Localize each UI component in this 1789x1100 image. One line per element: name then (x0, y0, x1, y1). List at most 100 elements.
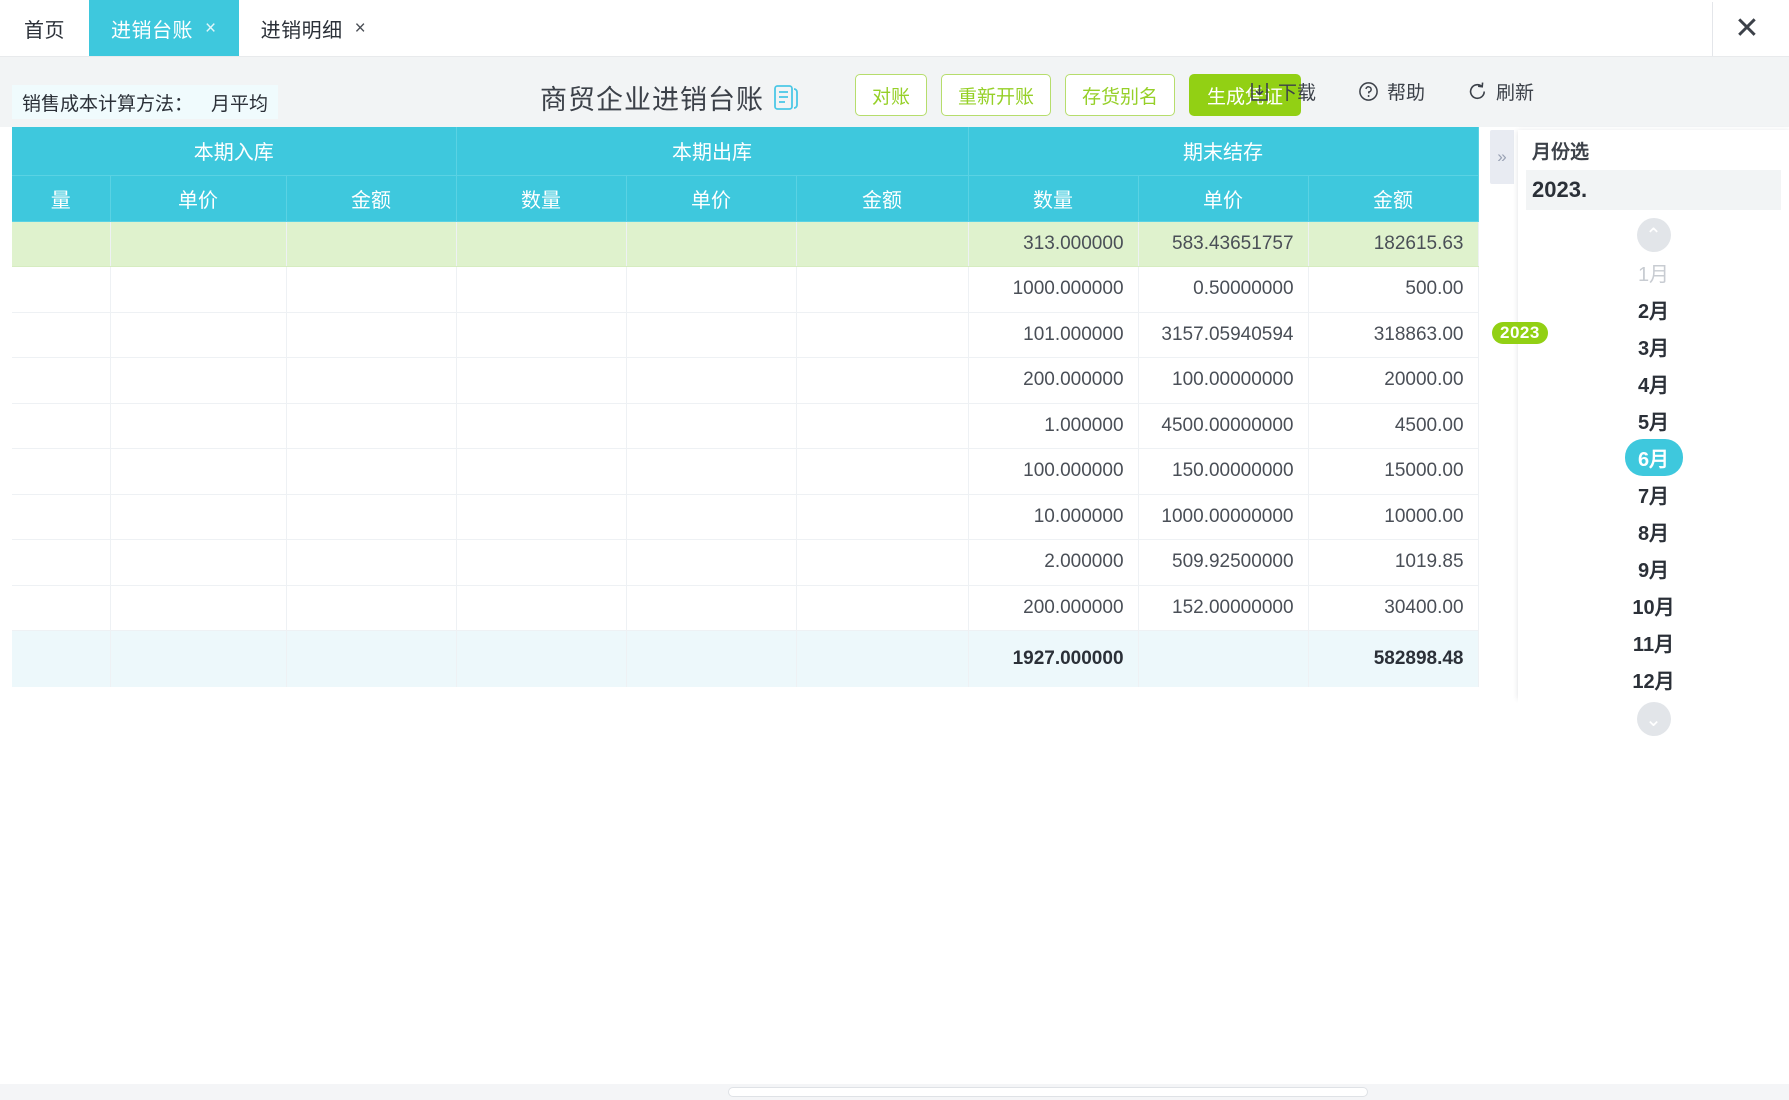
tab-label: 进销明细 (260, 19, 343, 42)
panel-collapse-icon[interactable]: » (1490, 130, 1514, 184)
table-cell (12, 357, 111, 404)
table-row[interactable]: 10.000000 1000.00000000 10000.00 (12, 494, 1479, 540)
table-cell (110, 630, 287, 687)
month-item-2月[interactable]: 2月 (1637, 301, 1670, 323)
table-cell (796, 585, 969, 631)
month-item-5月[interactable]: 5月 (1637, 412, 1670, 434)
month-item-8月[interactable]: 8月 (1637, 523, 1670, 545)
table-cell (286, 630, 457, 687)
table-cell (12, 403, 111, 449)
month-item-11月[interactable]: 11月 (1632, 634, 1675, 656)
table-cell (796, 403, 969, 449)
table-cell (456, 403, 627, 449)
reopen-account-button[interactable]: 重新开账 (941, 74, 1052, 116)
table-cell (12, 221, 111, 267)
table-cell: 0.50000000 (1138, 266, 1309, 313)
tab-label: 进销台账 (111, 19, 193, 42)
table-cell (626, 266, 797, 313)
inventory-alias-button[interactable]: 存货别名 (1065, 74, 1176, 116)
table-cell: 20000.00 (1308, 357, 1479, 404)
table-cell (626, 221, 797, 267)
table-cell (626, 448, 797, 495)
table-cell (626, 357, 797, 404)
table-row[interactable]: 1000.000000 0.50000000 500.00 (12, 266, 1479, 313)
col-header-bal-amount[interactable]: 金额 (1308, 175, 1479, 222)
col-header-out-amount[interactable]: 金额 (796, 175, 969, 222)
download-action[interactable]: 下载 (1249, 78, 1316, 105)
col-header-in-qty[interactable]: 量 (12, 175, 111, 222)
refresh-action[interactable]: 刷新 (1467, 78, 1534, 105)
tab-close-icon[interactable]: × (354, 17, 367, 39)
table-cell: 100.00000000 (1138, 357, 1309, 404)
table-cell (286, 403, 457, 449)
table-cell (1138, 630, 1309, 687)
horizontal-scrollbar-thumb[interactable] (728, 1087, 1368, 1097)
table-cell: 182615.63 (1308, 221, 1479, 267)
group-header-balance[interactable]: 期末结存 (968, 127, 1479, 176)
table-cell (626, 494, 797, 540)
tab-jinxiao-taizhang[interactable]: 进销台账 × (89, 0, 239, 56)
table-cell (626, 312, 797, 358)
month-item-6月[interactable]: 6月 (1624, 439, 1683, 476)
col-header-bal-qty[interactable]: 数量 (968, 175, 1139, 222)
close-icon[interactable]: ✕ (1734, 11, 1760, 45)
horizontal-scrollbar-track[interactable] (0, 1084, 1789, 1100)
table-cell: 4500.00 (1308, 403, 1479, 449)
month-item-4月[interactable]: 4月 (1637, 375, 1670, 397)
action-button-group: 对账 重新开账 存货别名 生成凭证 (855, 74, 1302, 116)
table-cell: 150.00000000 (1138, 448, 1309, 495)
col-header-out-price[interactable]: 单价 (626, 175, 797, 222)
month-item-10月[interactable]: 10月 (1632, 597, 1675, 619)
table-cell (456, 630, 627, 687)
table-cell (796, 312, 969, 358)
scroll-down-icon[interactable]: ⌄ (1636, 702, 1671, 736)
table-cell: 583.43651757 (1138, 221, 1309, 267)
reconcile-button[interactable]: 对账 (855, 74, 928, 116)
col-header-in-price[interactable]: 单价 (110, 175, 287, 222)
table-cell: 500.00 (1308, 266, 1479, 313)
table-cell (286, 312, 457, 358)
refresh-icon (1467, 81, 1488, 102)
table-cell (286, 448, 457, 495)
tab-jinxiao-mingxi[interactable]: 进销明细 × (239, 0, 389, 56)
table-cell: 2.000000 (968, 539, 1139, 586)
table-cell: 318863.00 (1308, 312, 1479, 358)
help-action[interactable]: 帮助 (1358, 78, 1425, 105)
cost-method-field[interactable]: 销售成本计算方法： 月平均 (12, 85, 279, 119)
col-header-in-amount[interactable]: 金额 (286, 175, 457, 222)
generate-voucher-button[interactable]: 生成凭证 (1189, 74, 1302, 116)
month-panel-body: 2023 ⌃ 1月 2月 3月 4月 5月 6月 7月 8月 9月 10月 11月 12月 ⌄ (1492, 218, 1789, 736)
page-title: 商贸企业进销台账 (540, 85, 764, 115)
month-item-7月[interactable]: 7月 (1637, 486, 1670, 508)
group-header-outbound[interactable]: 本期出库 (456, 127, 969, 176)
report-icon[interactable] (774, 84, 800, 112)
table-cell (110, 357, 287, 404)
month-item-9月[interactable]: 9月 (1637, 560, 1670, 582)
table-row[interactable]: 101.000000 3157.05940594 318863.00 (12, 312, 1479, 358)
ledger-table-area[interactable]: 本期入库 本期出库 期末结存 量 单价 金额 数量 单价 金额 数量 单价 金额… (12, 127, 1490, 687)
month-item-3月[interactable]: 3月 (1637, 338, 1670, 360)
col-header-bal-price[interactable]: 单价 (1138, 175, 1309, 222)
table-cell (796, 221, 969, 267)
scroll-up-icon[interactable]: ⌃ (1636, 218, 1671, 252)
table-cell: 200.000000 (968, 357, 1139, 404)
table-row[interactable]: 2.000000 509.92500000 1019.85 (12, 539, 1479, 586)
table-cell: 1.000000 (968, 403, 1139, 449)
table-cell (286, 585, 457, 631)
tab-home[interactable]: 首页 (0, 0, 89, 56)
table-row-opening-balance[interactable]: 313.000000 583.43651757 182615.63 (12, 221, 1479, 267)
year-badge[interactable]: 2023 (1492, 322, 1548, 344)
month-item-1月[interactable]: 1月 (1637, 264, 1670, 286)
table-row[interactable]: 200.000000 152.00000000 30400.00 (12, 585, 1479, 631)
month-panel-current-period[interactable]: 2023. (1526, 170, 1781, 210)
col-header-out-qty[interactable]: 数量 (456, 175, 627, 222)
table-cell: 1927.000000 (968, 630, 1139, 687)
table-cell (626, 630, 797, 687)
month-item-12月[interactable]: 12月 (1632, 671, 1675, 693)
table-row[interactable]: 1.000000 4500.00000000 4500.00 (12, 403, 1479, 449)
group-header-inbound[interactable]: 本期入库 (12, 127, 457, 176)
table-row-total[interactable]: 1927.000000 582898.48 (12, 630, 1479, 687)
tab-close-icon[interactable]: × (205, 17, 217, 39)
table-row[interactable]: 100.000000 150.00000000 15000.00 (12, 448, 1479, 495)
table-row[interactable]: 200.000000 100.00000000 20000.00 (12, 357, 1479, 404)
